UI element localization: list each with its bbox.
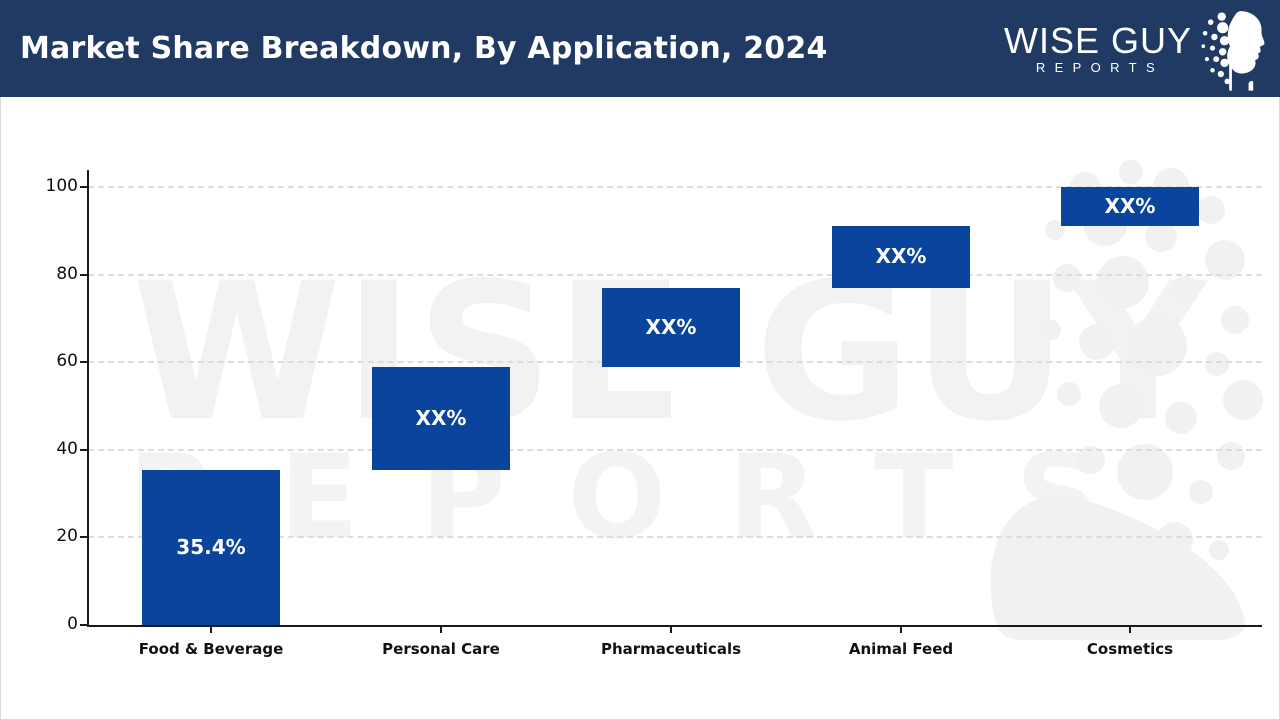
y-tick-label: 40 <box>56 438 78 459</box>
bar-segment <box>142 469 280 625</box>
bar-segment <box>372 366 510 470</box>
wise-guy-reports-logo: WISE GUY REPORTS <box>1004 7 1280 91</box>
y-tick-mark <box>80 361 88 364</box>
x-tick-mark <box>440 627 442 633</box>
y-tick-label: 0 <box>67 614 78 634</box>
category-label: Cosmetics <box>1086 640 1174 658</box>
logo-dotted-head-icon <box>1201 10 1265 91</box>
y-tick-label: 100 <box>45 176 78 196</box>
header-bar: Market Share Breakdown, By Application, … <box>0 0 1280 97</box>
bar-segment <box>1061 187 1199 227</box>
bar-value-label: 35.4% <box>176 534 246 559</box>
bar-segment <box>832 226 970 288</box>
y-tick-mark <box>80 448 88 451</box>
logo-text: WISE GUY REPORTS <box>1003 19 1192 75</box>
x-tick-mark <box>210 627 212 633</box>
y-tick-label: 80 <box>56 263 78 284</box>
category-label: Personal Care <box>382 640 500 658</box>
category-label: Food & Beverage <box>138 640 284 658</box>
category-label: Pharmaceuticals <box>600 640 742 658</box>
gridline <box>88 273 1262 276</box>
x-tick-mark <box>670 627 672 633</box>
x-axis-line <box>87 625 1262 627</box>
bar-value-label: XX% <box>1104 194 1156 218</box>
bar-segment <box>602 287 740 367</box>
watermark-text-line2: REPORTS <box>128 430 1161 565</box>
y-tick-mark <box>80 273 88 276</box>
x-tick-mark <box>1129 627 1131 633</box>
gridline <box>88 448 1262 451</box>
gridline <box>88 186 1262 188</box>
bar-value-label: XX% <box>415 405 467 430</box>
watermark-dotted-head-icon <box>990 160 1263 640</box>
bar-value-label: XX% <box>875 244 927 269</box>
y-tick-mark <box>80 186 88 188</box>
y-tick-label: 60 <box>56 351 78 372</box>
y-axis-line <box>87 170 89 627</box>
gridline <box>88 536 1262 539</box>
logo-wordmark: WISE GUY <box>1003 19 1192 61</box>
logo-subtitle: REPORTS <box>1035 59 1164 75</box>
bar-value-label: XX% <box>645 314 697 339</box>
y-tick-mark <box>80 536 88 539</box>
y-tick-label: 20 <box>56 526 78 547</box>
page-title: Market Share Breakdown, By Application, … <box>20 31 828 66</box>
category-label: Animal Feed <box>848 640 954 658</box>
y-tick-mark <box>80 624 88 626</box>
x-tick-mark <box>900 627 902 633</box>
